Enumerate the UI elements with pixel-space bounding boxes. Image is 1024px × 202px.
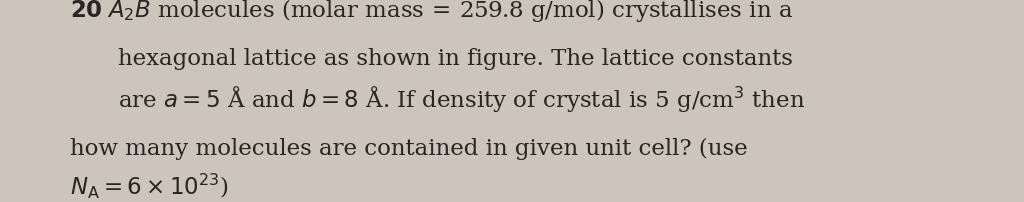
Text: $\mathit{N}_{\mathrm{A}}=6\times10^{23}$): $\mathit{N}_{\mathrm{A}}=6\times10^{23}$…	[70, 171, 228, 200]
Text: how many molecules are contained in given unit cell? (use: how many molecules are contained in give…	[70, 138, 748, 160]
Text: are $\mathit{a}=5$ Å and $\mathit{b}=8$ Å. If density of crystal is 5 g/cm$^3$ t: are $\mathit{a}=5$ Å and $\mathit{b}=8$ …	[118, 85, 805, 115]
Text: $\mathbf{20}\;\mathit{A_2B}$ molecules (molar mass$\,=\,$259.8 g/mol) crystallis: $\mathbf{20}\;\mathit{A_2B}$ molecules (…	[70, 0, 793, 24]
Text: hexagonal lattice as shown in figure. The lattice constants: hexagonal lattice as shown in figure. Th…	[118, 48, 793, 70]
